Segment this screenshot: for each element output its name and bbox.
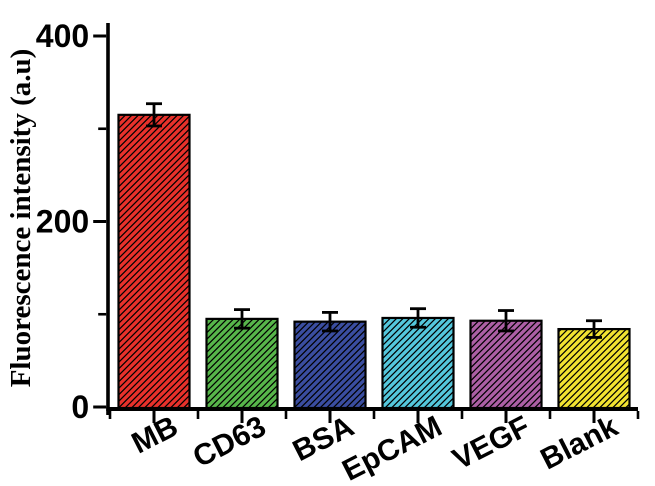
bar-VEGF bbox=[469, 319, 543, 410]
x-tick-label-EpCAM: EpCAM bbox=[337, 410, 447, 486]
bar-MB bbox=[117, 113, 191, 410]
error-bar-EpCAM bbox=[410, 307, 426, 329]
bar-EpCAM bbox=[381, 316, 455, 410]
y-tick-label-0: 0 bbox=[71, 389, 89, 425]
error-bar-VEGF bbox=[498, 309, 514, 333]
x-tick-label-CD63: CD63 bbox=[188, 410, 271, 474]
error-bar-Blank bbox=[586, 319, 602, 339]
y-tick-label-200: 200 bbox=[36, 204, 89, 240]
bar-CD63 bbox=[205, 317, 279, 410]
error-bar-MB bbox=[146, 102, 162, 128]
y-tick-label-400: 400 bbox=[36, 18, 89, 54]
x-tick-label-MB: MB bbox=[127, 410, 184, 461]
bar-Blank bbox=[557, 327, 631, 410]
y-axis-title: Fluorescence intensity (a.u) bbox=[5, 49, 37, 388]
error-bar-CD63 bbox=[234, 308, 250, 330]
x-tick-label-Blank: Blank bbox=[535, 410, 623, 477]
error-bar-BSA bbox=[322, 310, 338, 333]
x-tick-label-VEGF: VEGF bbox=[447, 410, 535, 476]
bar-BSA bbox=[293, 320, 367, 410]
